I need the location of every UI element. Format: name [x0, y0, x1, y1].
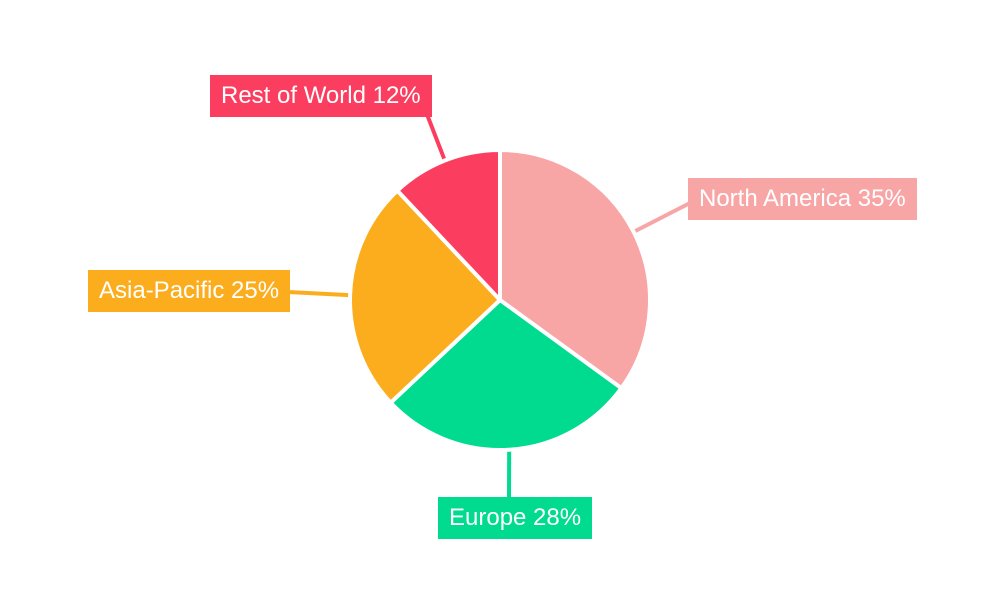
pie-slices	[348, 148, 652, 452]
pie-slice-europe[interactable]	[388, 298, 624, 452]
pie-slice-rest-of-world[interactable]	[395, 148, 502, 302]
label-asia-pacific: Asia-Pacific 25%	[88, 270, 291, 312]
pie-slice-north-america[interactable]	[498, 148, 652, 391]
leader-lines	[286, 115, 692, 501]
pie-slice-asia-pacific[interactable]	[348, 188, 502, 405]
label-europe: Europe 28%	[438, 497, 593, 539]
leader-line-rest-of-world	[426, 115, 449, 167]
label-north-america: North America 35%	[688, 178, 917, 220]
leader-line-asia-pacific	[286, 290, 357, 298]
leader-line-north-america	[628, 201, 692, 236]
label-rest-of-world: Rest of World 12%	[210, 75, 432, 117]
